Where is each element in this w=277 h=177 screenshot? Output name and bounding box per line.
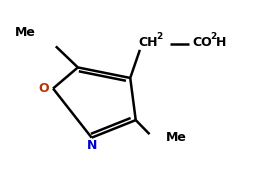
Text: CH: CH	[138, 36, 158, 49]
Text: CO: CO	[192, 36, 212, 49]
Text: O: O	[38, 82, 49, 95]
Text: 2: 2	[157, 32, 163, 41]
Text: H: H	[216, 36, 226, 49]
Text: N: N	[86, 139, 97, 152]
Text: 2: 2	[210, 32, 216, 41]
Text: Me: Me	[14, 26, 35, 39]
Text: Me: Me	[166, 131, 187, 144]
